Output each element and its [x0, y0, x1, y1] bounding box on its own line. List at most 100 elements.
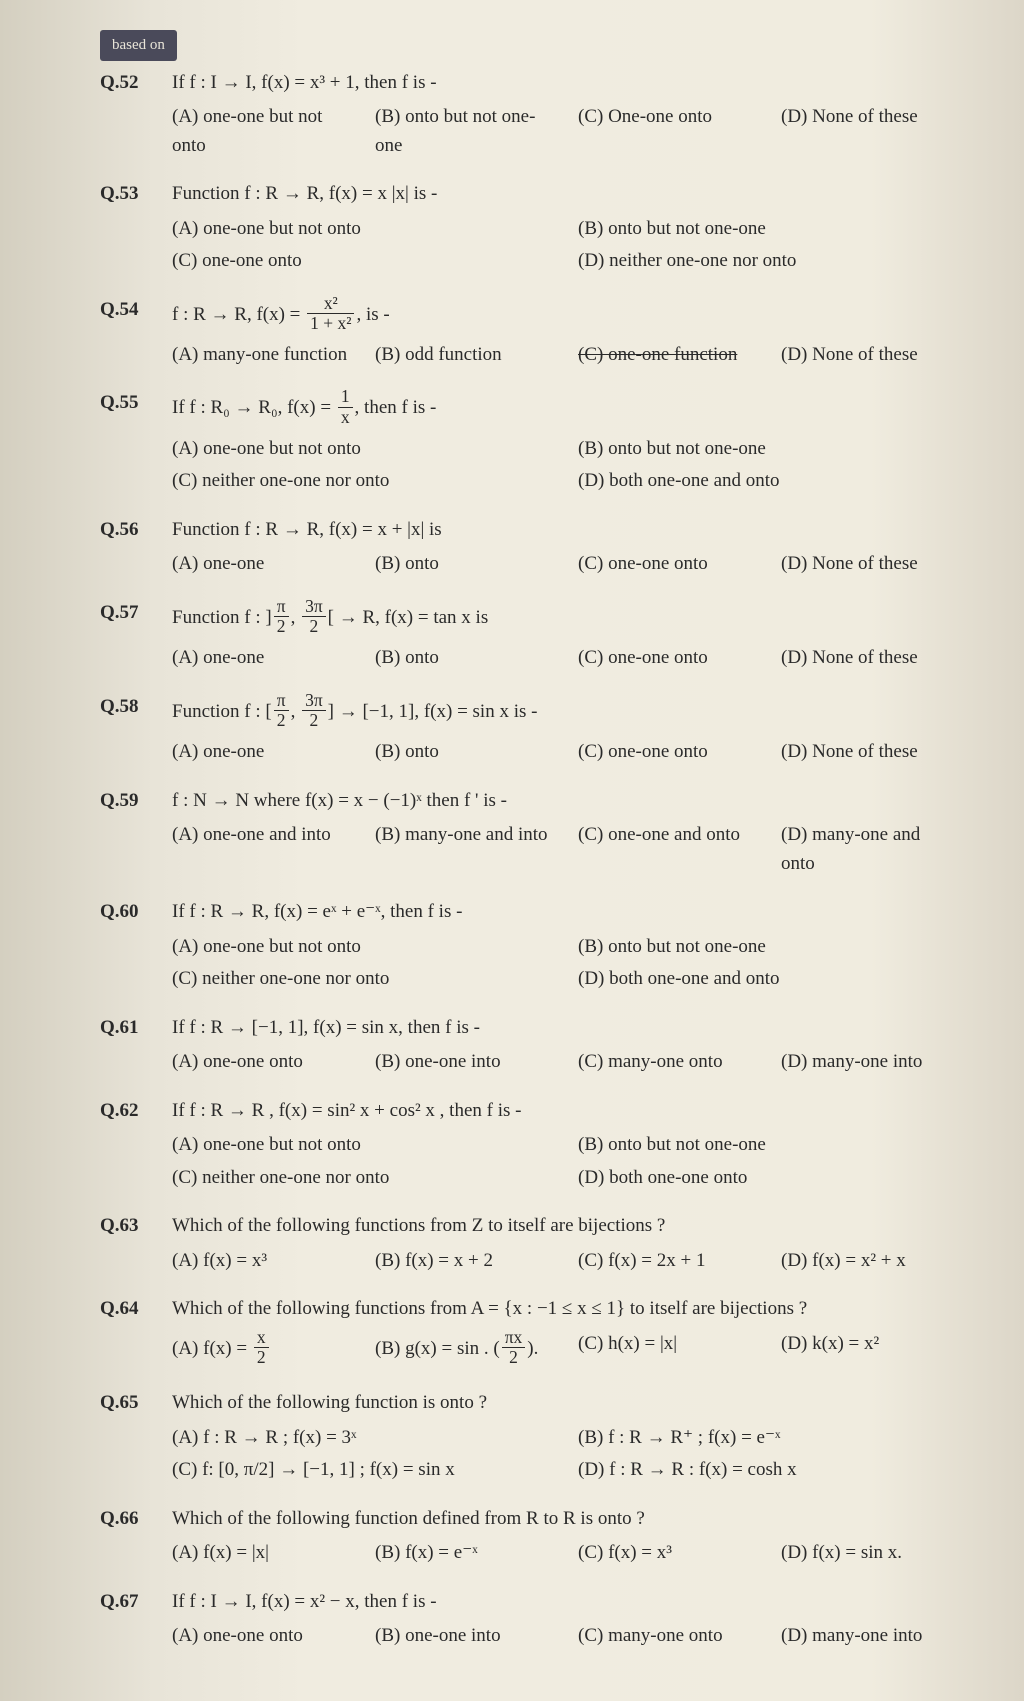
options-row: (A) one-one onto(B) one-one into(C) many…: [172, 1622, 984, 1655]
options-row: (A) one-one but not onto(B) onto but not…: [172, 435, 984, 500]
question: Q.63Which of the following functions fro…: [100, 1212, 984, 1279]
question-prompt: If f : I → I, f(x) = x³ + 1, then f is -: [172, 69, 984, 98]
options-row: (A) one-one(B) onto(C) one-one onto(D) N…: [172, 644, 984, 677]
option: (D) neither one-one nor onto: [578, 247, 984, 276]
option: (C) h(x) = |x|: [578, 1330, 781, 1369]
options-row: (A) one-one but not onto(B) onto but not…: [172, 103, 984, 164]
option: (A) f(x) = x2: [172, 1330, 375, 1369]
option: (C) one-one onto: [578, 550, 781, 579]
option: (C) f: [0, π/2] → [−1, 1] ; f(x) = sin x: [172, 1456, 578, 1485]
question-body: f : N → N where f(x) = x − (−1)ˣ then f …: [172, 787, 984, 883]
option: (D) both one-one onto: [578, 1164, 984, 1193]
option: (C) one-one onto: [578, 644, 781, 673]
option: (D) both one-one and onto: [578, 965, 984, 994]
options-row: (A) many-one function(B) odd function(C)…: [172, 341, 984, 374]
question-prompt: Function f : R → R, f(x) = x |x| is -: [172, 180, 984, 209]
question-body: Which of the following function defined …: [172, 1505, 984, 1572]
option: (D) both one-one and onto: [578, 467, 984, 496]
option: (D) many-one into: [781, 1622, 984, 1651]
option: (A) one-one onto: [172, 1048, 375, 1077]
question-body: Function f : R → R, f(x) = x |x| is -(A)…: [172, 180, 984, 280]
option: (A) f(x) = x³: [172, 1247, 375, 1276]
question-number: Q.55: [100, 389, 172, 499]
question-body: If f : R → [−1, 1], f(x) = sin x, then f…: [172, 1014, 984, 1081]
question-body: If f : R → R , f(x) = sin² x + cos² x , …: [172, 1097, 984, 1197]
question: Q.60If f : R → R, f(x) = eˣ + e⁻ˣ, then …: [100, 898, 984, 998]
option: (C) neither one-one nor onto: [172, 1164, 578, 1193]
option: (B) g(x) = sin . (πx2).: [375, 1330, 578, 1369]
question-body: If f : R → R, f(x) = eˣ + e⁻ˣ, then f is…: [172, 898, 984, 998]
option: (C) one-one onto: [172, 247, 578, 276]
option: (A) one-one and into: [172, 821, 375, 878]
option: (A) f(x) = |x|: [172, 1539, 375, 1568]
question-number: Q.66: [100, 1505, 172, 1572]
option: (D) f(x) = sin x.: [781, 1539, 984, 1568]
option: (B) onto but not one-one: [578, 933, 984, 962]
options-row: (A) f(x) = x³(B) f(x) = x + 2(C) f(x) = …: [172, 1247, 984, 1280]
question-prompt: Function f : ]π2, 3π2[ → R, f(x) = tan x…: [172, 599, 984, 638]
question: Q.59f : N → N where f(x) = x − (−1)ˣ the…: [100, 787, 984, 883]
option: (B) onto: [375, 738, 578, 767]
question-prompt: Which of the following functions from Z …: [172, 1212, 984, 1241]
options-row: (A) one-one onto(B) one-one into(C) many…: [172, 1048, 984, 1081]
question-prompt: If f : R → R , f(x) = sin² x + cos² x , …: [172, 1097, 984, 1126]
option: (C) neither one-one nor onto: [172, 965, 578, 994]
option: (A) one-one but not onto: [172, 1131, 578, 1160]
question: Q.67If f : I → I, f(x) = x² − x, then f …: [100, 1588, 984, 1655]
question: Q.65Which of the following function is o…: [100, 1389, 984, 1489]
options-row: (A) one-one but not onto(B) onto but not…: [172, 1131, 984, 1196]
question-number: Q.61: [100, 1014, 172, 1081]
option: (C) f(x) = 2x + 1: [578, 1247, 781, 1276]
option: (B) odd function: [375, 341, 578, 370]
option: (B) f(x) = x + 2: [375, 1247, 578, 1276]
question-number: Q.57: [100, 599, 172, 677]
option: (A) many-one function: [172, 341, 375, 370]
question-prompt: Which of the following functions from A …: [172, 1295, 984, 1324]
section-badge: based on: [100, 30, 177, 61]
question-prompt: Which of the following function defined …: [172, 1505, 984, 1534]
option: (C) one-one function: [578, 341, 781, 370]
options-row: (A) one-one but not onto(B) onto but not…: [172, 933, 984, 998]
question-number: Q.52: [100, 69, 172, 165]
question-prompt: If f : R → [−1, 1], f(x) = sin x, then f…: [172, 1014, 984, 1043]
question-number: Q.63: [100, 1212, 172, 1279]
option: (C) one-one onto: [578, 738, 781, 767]
question-number: Q.54: [100, 296, 172, 374]
question-body: If f : I → I, f(x) = x³ + 1, then f is -…: [172, 69, 984, 165]
question-prompt: If f : R → R, f(x) = eˣ + e⁻ˣ, then f is…: [172, 898, 984, 927]
question-prompt: f : N → N where f(x) = x − (−1)ˣ then f …: [172, 787, 984, 816]
option: (D) k(x) = x²: [781, 1330, 984, 1369]
question: Q.55If f : R₀ → R₀, f(x) = 1x, then f is…: [100, 389, 984, 499]
option: (D) None of these: [781, 341, 984, 370]
question-body: Which of the following functions from A …: [172, 1295, 984, 1373]
question-number: Q.56: [100, 516, 172, 583]
option: (A) one-one but not onto: [172, 103, 375, 160]
options-row: (A) f(x) = |x|(B) f(x) = e⁻ˣ(C) f(x) = x…: [172, 1539, 984, 1572]
option: (A) one-one but not onto: [172, 933, 578, 962]
option: (A) f : R → R ; f(x) = 3ˣ: [172, 1424, 578, 1453]
option: (C) one-one and onto: [578, 821, 781, 878]
question-prompt: Which of the following function is onto …: [172, 1389, 984, 1418]
question-body: Function f : R → R, f(x) = x + |x| is(A)…: [172, 516, 984, 583]
option: (D) None of these: [781, 738, 984, 767]
question: Q.53Function f : R → R, f(x) = x |x| is …: [100, 180, 984, 280]
option: (B) f(x) = e⁻ˣ: [375, 1539, 578, 1568]
question: Q.64Which of the following functions fro…: [100, 1295, 984, 1373]
option: (A) one-one but not onto: [172, 435, 578, 464]
question-prompt: Function f : [π2, 3π2] → [−1, 1], f(x) =…: [172, 693, 984, 732]
question-body: Which of the following function is onto …: [172, 1389, 984, 1489]
option: (D) f(x) = x² + x: [781, 1247, 984, 1276]
options-row: (A) one-one(B) onto(C) one-one onto(D) N…: [172, 738, 984, 771]
question-prompt: Function f : R → R, f(x) = x + |x| is: [172, 516, 984, 545]
question: Q.52If f : I → I, f(x) = x³ + 1, then f …: [100, 69, 984, 165]
question-body: f : R → R, f(x) = x²1 + x², is - (A) many…: [172, 296, 984, 374]
option: (B) one-one into: [375, 1048, 578, 1077]
options-row: (A) f : R → R ; f(x) = 3ˣ(B) f : R → R⁺ …: [172, 1424, 984, 1489]
question-body: If f : R₀ → R₀, f(x) = 1x, then f is -(A…: [172, 389, 984, 499]
option: (C) f(x) = x³: [578, 1539, 781, 1568]
question-list: Q.52If f : I → I, f(x) = x³ + 1, then f …: [100, 69, 984, 1655]
question-number: Q.62: [100, 1097, 172, 1197]
option: (B) many-one and into: [375, 821, 578, 878]
question-prompt: f : R → R, f(x) = x²1 + x², is -: [172, 296, 984, 335]
option: (D) f : R → R : f(x) = cosh x: [578, 1456, 984, 1485]
